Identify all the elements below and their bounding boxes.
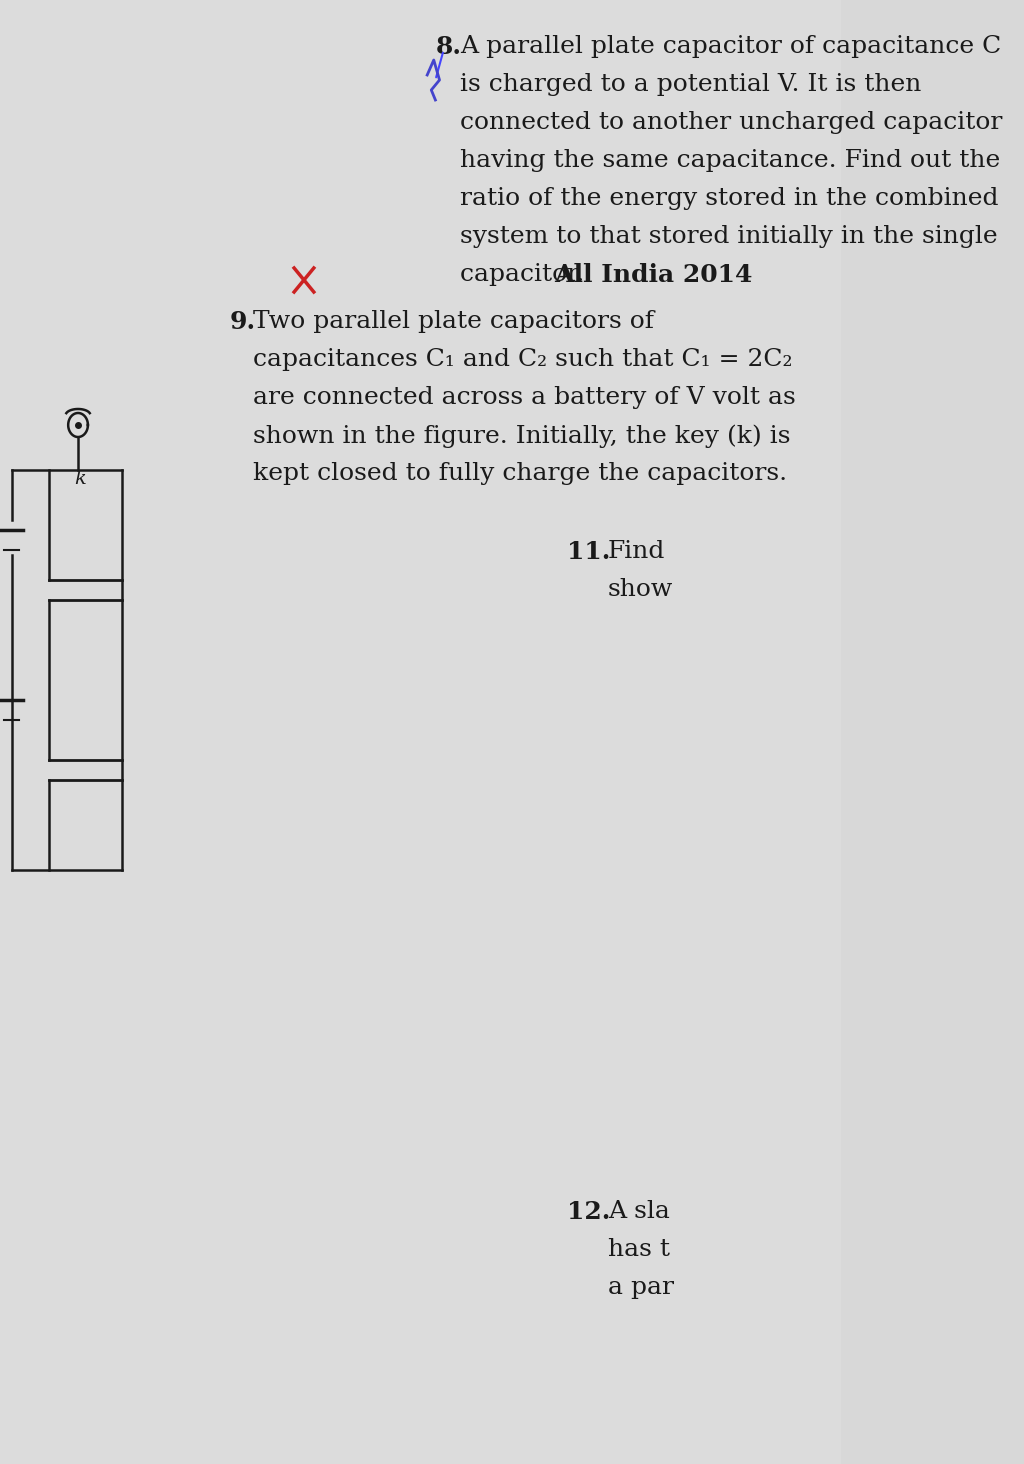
Text: capacitances C₁ and C₂ such that C₁ = 2C₂: capacitances C₁ and C₂ such that C₁ = 2C… xyxy=(253,348,793,370)
Text: k: k xyxy=(74,470,86,488)
Text: A sla: A sla xyxy=(608,1200,670,1222)
Text: All India 2014: All India 2014 xyxy=(554,264,752,287)
Text: a par: a par xyxy=(608,1277,674,1299)
Text: connected to another uncharged capacitor: connected to another uncharged capacitor xyxy=(460,111,1002,135)
Text: are connected across a battery of V volt as: are connected across a battery of V volt… xyxy=(253,386,796,408)
Text: 8.: 8. xyxy=(435,35,462,59)
Text: ratio of the energy stored in the combined: ratio of the energy stored in the combin… xyxy=(460,187,998,209)
Text: Find: Find xyxy=(608,540,666,564)
Text: has t: has t xyxy=(608,1239,670,1261)
Text: is charged to a potential V. It is then: is charged to a potential V. It is then xyxy=(460,73,922,97)
Text: A parallel plate capacitor of capacitance C: A parallel plate capacitor of capacitanc… xyxy=(460,35,1001,59)
Text: Two parallel plate capacitors of: Two parallel plate capacitors of xyxy=(253,310,654,332)
Text: having the same capacitance. Find out the: having the same capacitance. Find out th… xyxy=(460,149,1000,171)
Text: 11.: 11. xyxy=(567,540,610,564)
Text: system to that stored initially in the single: system to that stored initially in the s… xyxy=(460,225,997,247)
Text: show: show xyxy=(608,578,674,602)
Text: 9.: 9. xyxy=(230,310,256,334)
Text: 12.: 12. xyxy=(567,1200,610,1224)
Text: capacitor.: capacitor. xyxy=(460,264,600,285)
Text: shown in the figure. Initially, the key (k) is: shown in the figure. Initially, the key … xyxy=(253,425,791,448)
Text: kept closed to fully charge the capacitors.: kept closed to fully charge the capacito… xyxy=(253,463,787,485)
